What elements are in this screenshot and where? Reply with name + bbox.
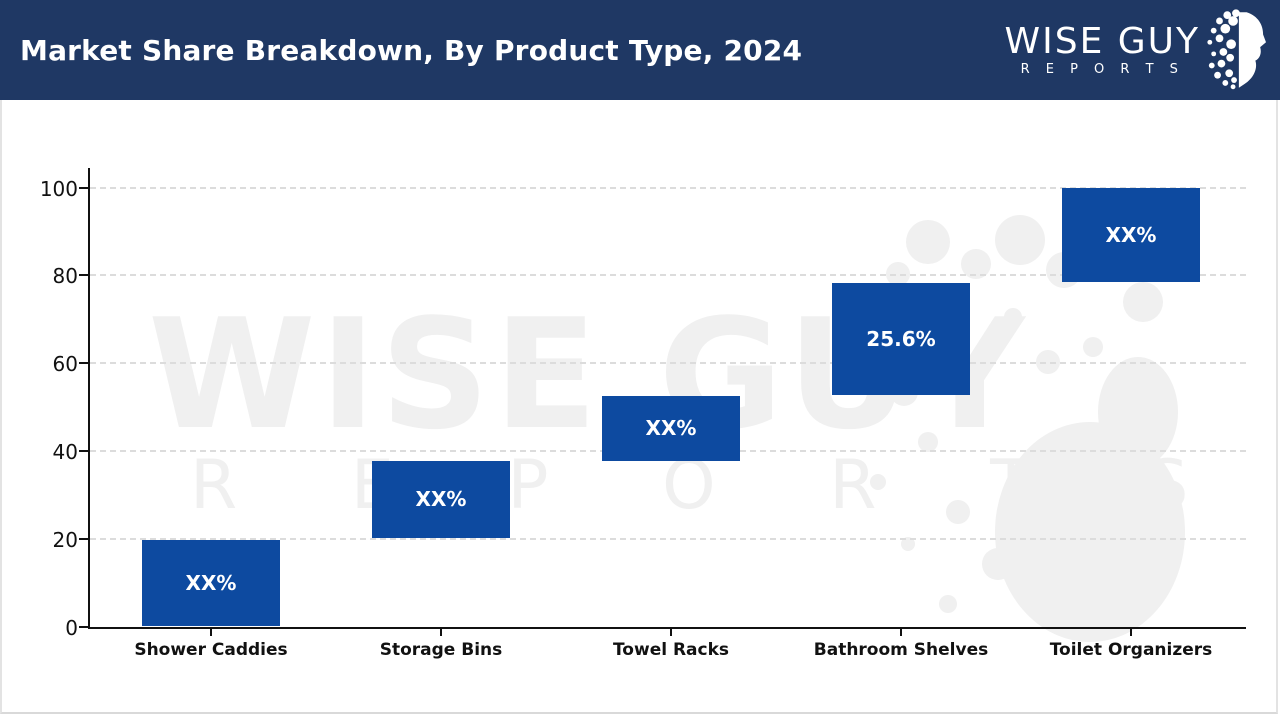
logo-text: WISE GUY R E P O R T S (1004, 20, 1201, 78)
y-tick-label: 20 (52, 527, 78, 552)
y-tick-mark (79, 625, 88, 628)
y-tick-mark (79, 362, 88, 365)
logo-subtitle: R E P O R T S (1020, 62, 1184, 78)
x-tick-mark (210, 628, 212, 636)
chart-header: Market Share Breakdown, By Product Type,… (0, 0, 1280, 100)
y-axis-line (88, 168, 90, 629)
bar-towel-racks: XX% (602, 395, 740, 461)
bar-value-label-storage-bins: XX% (415, 487, 467, 512)
x-tick-mark (670, 628, 672, 636)
gridline (90, 537, 1246, 540)
x-category-label-storage-bins: Storage Bins (379, 639, 503, 660)
wiseguy-logo: WISE GUY R E P O R T S (1004, 8, 1266, 92)
bar-value-label-toilet-organizers: XX% (1105, 222, 1157, 247)
bar-value-label-bathroom-shelves: 25.6% (866, 326, 936, 351)
bar-shower-caddies: XX% (142, 539, 280, 627)
y-tick-label: 80 (52, 264, 78, 289)
y-tick-mark (79, 449, 88, 452)
x-tick-mark (440, 628, 442, 636)
y-tick-label: 100 (39, 176, 78, 201)
x-axis-line (88, 626, 1246, 629)
gridline (90, 274, 1246, 277)
logo-wordmark: WISE GUY (1004, 20, 1200, 62)
y-tick-mark (79, 537, 88, 540)
bar-value-label-towel-racks: XX% (645, 416, 697, 441)
x-category-label-towel-racks: Towel Racks (612, 639, 730, 660)
x-tick-mark (1130, 628, 1132, 636)
chart-title: Market Share Breakdown, By Product Type,… (20, 33, 803, 67)
x-tick-mark (900, 628, 902, 636)
gridline (90, 186, 1246, 189)
x-category-label-bathroom-shelves: Bathroom Shelves (813, 639, 989, 660)
bar-storage-bins: XX% (372, 460, 510, 538)
x-category-label-shower-caddies: Shower Caddies (134, 639, 288, 660)
x-category-label-toilet-organizers: Toilet Organizers (1049, 639, 1213, 660)
logo-face-icon (1207, 9, 1266, 90)
bar-bathroom-shelves: 25.6% (832, 282, 970, 396)
gridline (90, 362, 1246, 365)
y-tick-mark (79, 274, 88, 277)
bar-value-label-shower-caddies: XX% (185, 571, 237, 596)
y-tick-label: 60 (52, 352, 78, 377)
bar-toilet-organizers: XX% (1062, 187, 1200, 283)
y-tick-label: 0 (65, 615, 78, 640)
y-tick-label: 40 (52, 439, 78, 464)
y-tick-mark (79, 186, 88, 189)
